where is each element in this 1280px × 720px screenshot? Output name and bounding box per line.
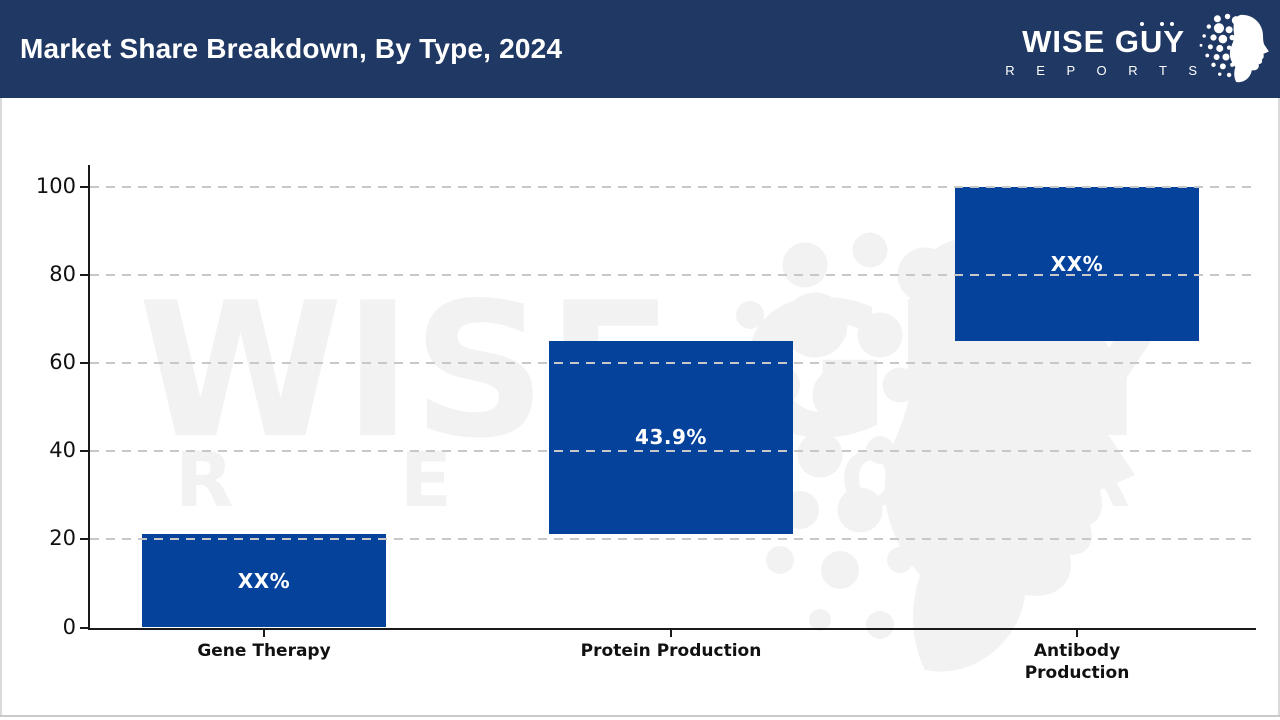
watermark-reports-text: R E P O R T S: [175, 435, 1280, 524]
x-category-label: Antibody Production: [1024, 640, 1130, 683]
bar-value-label: XX%: [1050, 251, 1104, 276]
logo-text-column: WISE GUY R E P O R T S: [1001, 22, 1206, 78]
y-tick-label: 100: [35, 174, 76, 198]
y-axis-line: [88, 165, 90, 629]
wiseguy-logo: WISE GUY R E P O R T S: [1001, 4, 1272, 96]
bar-segment: XX%: [955, 187, 1199, 341]
bar-segment: XX%: [142, 534, 386, 628]
x-tick-mark: [263, 629, 265, 637]
y-tick-label: 40: [49, 438, 76, 463]
page-title: Market Share Breakdown, By Type, 2024: [20, 33, 563, 64]
y-tick-label: 60: [49, 350, 76, 375]
logo-wordmark-text: WISE GUY: [1022, 24, 1186, 59]
gridline: [90, 362, 1256, 365]
header-band: Market Share Breakdown, By Type, 2024 WI…: [0, 0, 1280, 98]
logo-dot-icon: [1140, 22, 1145, 26]
watermark-wordmark: WISE GUY: [138, 262, 1177, 479]
y-tick-mark: [80, 538, 88, 541]
bar-value-label: XX%: [237, 568, 291, 593]
y-tick-mark: [80, 362, 88, 365]
gridline: [90, 186, 1256, 188]
x-category-label: Gene Therapy: [197, 640, 331, 661]
left-border: [0, 98, 2, 717]
logo-dot-icon: [1170, 22, 1175, 26]
watermark-head-icon: [691, 232, 1135, 672]
gridline: [90, 450, 1256, 453]
x-axis-line: [88, 627, 1256, 630]
x-tick-mark: [670, 629, 672, 637]
x-tick-mark: [1076, 629, 1078, 637]
gridline: [90, 274, 1256, 277]
y-tick-mark: [80, 626, 88, 629]
y-tick-mark: [80, 186, 88, 188]
logo-dot-icon: [1160, 22, 1165, 26]
x-category-label: Protein Production: [580, 640, 762, 661]
y-tick-label: 20: [49, 526, 76, 551]
right-border: [1278, 98, 1280, 717]
y-tick-mark: [80, 274, 88, 277]
y-tick-label: 80: [49, 262, 76, 287]
bar-value-label: 43.9%: [635, 425, 707, 450]
gridline: [90, 538, 1256, 541]
logo-wordmark: WISE GUY: [1022, 22, 1186, 59]
y-tick-label: 0: [62, 614, 76, 639]
wiseguy-head-icon: [1199, 13, 1269, 83]
logo-reports-text: R E P O R T S: [1005, 63, 1206, 78]
y-tick-mark: [80, 450, 88, 453]
bottom-border: [0, 715, 1280, 717]
bar-segment: 43.9%: [549, 340, 793, 535]
